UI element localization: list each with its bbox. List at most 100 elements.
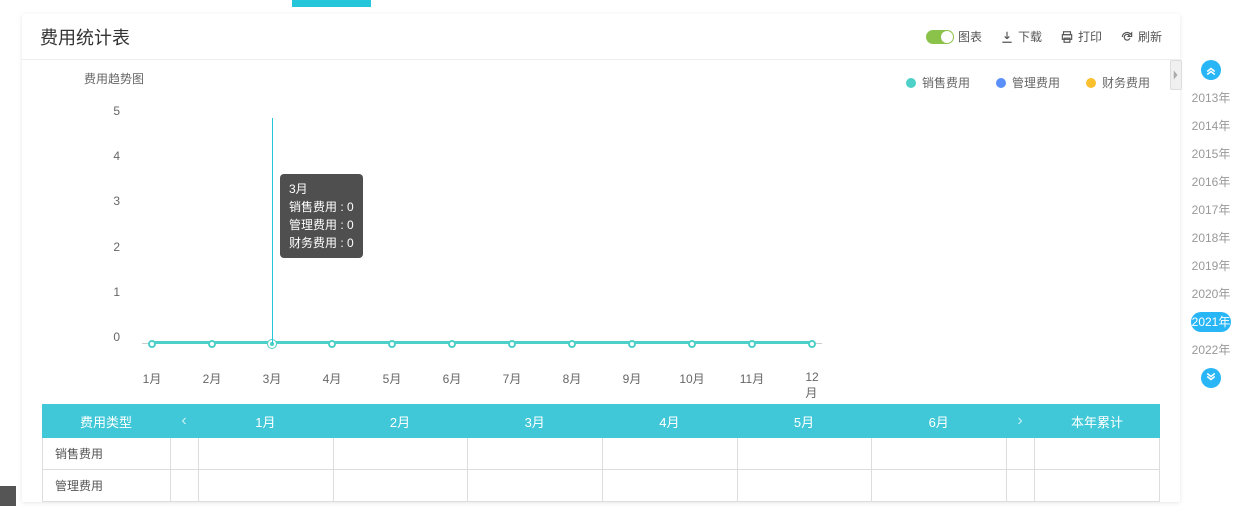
chart-legend: 销售费用 管理费用 财务费用: [906, 74, 1150, 91]
y-tick: 5: [102, 104, 120, 118]
chart-tooltip: 3月销售费用 : 0管理费用 : 0财务费用 : 0: [280, 174, 363, 258]
data-point[interactable]: [208, 340, 216, 348]
main-card: 费用统计表 图表 下载 打印 刷新 费用趋势图 销售费用管理费用财务费用 01: [22, 14, 1180, 502]
data-point[interactable]: [808, 340, 816, 348]
hover-line: [272, 118, 273, 344]
collapse-handle[interactable]: [1170, 60, 1182, 90]
print-icon: [1060, 30, 1074, 44]
cell-spacer: [1006, 438, 1034, 469]
print-button[interactable]: 打印: [1060, 28, 1102, 45]
x-tick: 12月: [805, 370, 818, 401]
legend-dot-icon: [996, 78, 1006, 88]
cell-spacer: [1006, 470, 1034, 501]
y-tick: 1: [102, 285, 120, 299]
data-point[interactable]: [448, 340, 456, 348]
x-tick: 1月: [143, 370, 162, 387]
x-tick: 8月: [563, 370, 582, 387]
page-title: 费用统计表: [40, 24, 130, 50]
cell-value: [871, 470, 1006, 501]
year-button[interactable]: 2013年: [1191, 88, 1231, 108]
tooltip-row: 财务费用 : 0: [289, 234, 354, 252]
download-label: 下载: [1018, 28, 1042, 45]
year-rail: 2013年 2014年 2015年 2016年 2017年 2018年 2019年 2020年…: [1189, 60, 1233, 388]
table-header: 费用类型 ‹ 1月 2月 3月 4月 5月 6月 › 本年累计: [42, 404, 1160, 438]
table-body: 销售费用管理费用: [42, 438, 1160, 502]
data-point[interactable]: [328, 340, 336, 348]
chart-toggle[interactable]: 图表: [926, 28, 982, 45]
download-button[interactable]: 下载: [1000, 28, 1042, 45]
tooltip-row: 销售费用 : 0: [289, 198, 354, 216]
data-point[interactable]: [508, 340, 516, 348]
y-tick: 0: [102, 330, 120, 344]
col-m1: 1月: [198, 412, 333, 431]
cell-type: 管理费用: [42, 470, 170, 501]
data-point[interactable]: [748, 340, 756, 348]
table-prev[interactable]: ‹: [170, 412, 198, 430]
refresh-icon: [1120, 30, 1134, 44]
legend-item[interactable]: 销售费用: [906, 74, 970, 91]
series-line: [150, 341, 810, 344]
col-m2: 2月: [333, 412, 468, 431]
refresh-label: 刷新: [1138, 28, 1162, 45]
cell-type: 销售费用: [42, 438, 170, 469]
chart-title: 费用趋势图: [84, 70, 144, 87]
cell-value: [467, 470, 602, 501]
year-button[interactable]: 2018年: [1191, 228, 1231, 248]
cell-value: [871, 438, 1006, 469]
x-tick: 2月: [203, 370, 222, 387]
data-point[interactable]: [688, 340, 696, 348]
cell-total: [1034, 470, 1160, 501]
x-tick: 4月: [323, 370, 342, 387]
col-total: 本年累计: [1034, 412, 1160, 431]
chevron-double-up-icon: [1205, 64, 1217, 76]
year-button[interactable]: 2021年: [1191, 312, 1231, 332]
toggle-switch-icon: [926, 30, 954, 44]
table-next[interactable]: ›: [1006, 412, 1034, 430]
cell-value: [602, 470, 737, 501]
year-button[interactable]: 2019年: [1191, 256, 1231, 276]
x-tick: 3月: [263, 370, 282, 387]
year-down-button[interactable]: [1201, 368, 1221, 388]
chart-plot[interactable]: 012345 1月2月3月4月5月6月7月8月9月10月11月12月 3月销售费…: [142, 118, 822, 344]
year-button[interactable]: 2022年: [1191, 340, 1231, 360]
refresh-button[interactable]: 刷新: [1120, 28, 1162, 45]
cell-spacer: [170, 470, 198, 501]
legend-label: 销售费用: [922, 74, 970, 91]
data-point[interactable]: [388, 340, 396, 348]
legend-item[interactable]: 财务费用: [1086, 74, 1150, 91]
y-tick: 4: [102, 149, 120, 163]
year-button[interactable]: 2014年: [1191, 116, 1231, 136]
tooltip-title: 3月: [289, 180, 354, 198]
cell-value: [333, 470, 468, 501]
cell-value: [198, 470, 333, 501]
y-tick: 2: [102, 240, 120, 254]
tooltip-row: 管理费用 : 0: [289, 216, 354, 234]
cell-value: [737, 438, 872, 469]
year-button[interactable]: 2015年: [1191, 144, 1231, 164]
print-label: 打印: [1078, 28, 1102, 45]
data-point[interactable]: [568, 340, 576, 348]
year-button[interactable]: 2020年: [1191, 284, 1231, 304]
chevron-double-down-icon: [1205, 372, 1217, 384]
col-m4: 4月: [602, 412, 737, 431]
active-tab-indicator: [292, 0, 371, 7]
toggle-label: 图表: [958, 28, 982, 45]
x-tick: 7月: [503, 370, 522, 387]
x-tick: 10月: [679, 370, 704, 387]
cell-spacer: [170, 438, 198, 469]
year-button[interactable]: 2016年: [1191, 172, 1231, 192]
header-actions: 图表 下载 打印 刷新: [926, 28, 1162, 45]
x-tick: 5月: [383, 370, 402, 387]
x-tick: 6月: [443, 370, 462, 387]
cell-value: [333, 438, 468, 469]
data-point[interactable]: [628, 340, 636, 348]
table-row: 销售费用: [42, 438, 1160, 470]
col-m5: 5月: [737, 412, 872, 431]
expense-table: 费用类型 ‹ 1月 2月 3月 4月 5月 6月 › 本年累计 销售费用管理费用: [42, 404, 1160, 502]
chevron-right-icon: [1172, 69, 1180, 81]
data-point[interactable]: [148, 340, 156, 348]
corner-tab[interactable]: [0, 486, 16, 506]
legend-item[interactable]: 管理费用: [996, 74, 1060, 91]
year-up-button[interactable]: [1201, 60, 1221, 80]
year-button[interactable]: 2017年: [1191, 200, 1231, 220]
